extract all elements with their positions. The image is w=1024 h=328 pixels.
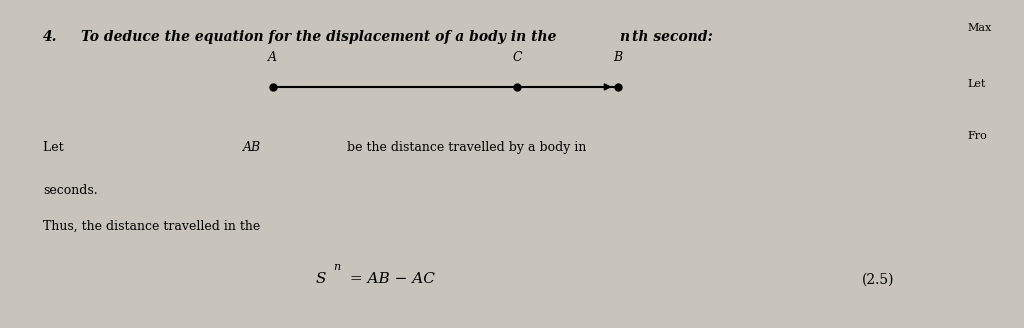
Text: th second:: th second:	[632, 30, 713, 44]
Text: = AB − AC: = AB − AC	[345, 272, 434, 286]
Text: To deduce the equation for the displacement of a body in the: To deduce the equation for the displacem…	[81, 30, 562, 44]
Text: Let: Let	[43, 141, 68, 154]
Text: 4.: 4.	[43, 30, 57, 44]
Text: AB: AB	[243, 141, 261, 154]
Text: n: n	[333, 262, 340, 272]
Text: Max: Max	[968, 23, 991, 33]
Text: Thus, the distance travelled in the: Thus, the distance travelled in the	[43, 220, 264, 233]
Text: be the distance travelled by a body in: be the distance travelled by a body in	[343, 141, 590, 154]
Text: S: S	[316, 272, 327, 286]
Text: seconds.: seconds.	[43, 184, 97, 197]
Text: (2.5): (2.5)	[862, 272, 894, 286]
Text: n: n	[620, 30, 630, 44]
Text: Fro: Fro	[968, 131, 987, 141]
Text: Let: Let	[968, 79, 986, 89]
Text: A: A	[268, 51, 278, 64]
Text: B: B	[613, 51, 623, 64]
Text: C: C	[512, 51, 522, 64]
